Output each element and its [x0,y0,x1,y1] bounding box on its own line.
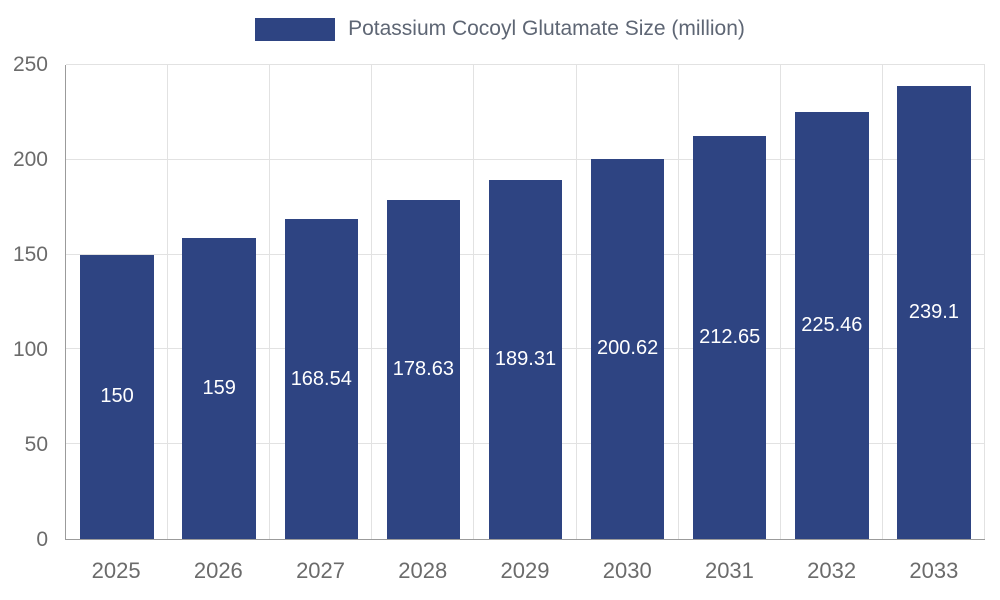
gridline-vertical [167,65,169,539]
bar-value-label: 168.54 [290,367,352,390]
bar-value-label: 225.46 [801,313,863,336]
x-tick-label: 2026 [193,558,243,583]
gridline-vertical [575,65,577,539]
y-tick-label: 250 [12,53,48,76]
bar-value-label: 239.1 [908,300,959,323]
gridline-vertical [269,65,271,539]
bar-value-label: 189.31 [494,348,557,371]
plot-area: 150 159 168.54 178.63 189.31 200.62 212.65 225.… [65,64,985,540]
bar: 189.31 [488,180,563,539]
bar-value-label: 159 [202,376,236,399]
x-tick-label: 2028 [398,558,448,583]
gridline-vertical [984,65,985,539]
x-tick-label: 2032 [807,558,857,583]
y-tick-label: 50 [24,433,48,456]
x-tick-label: 2030 [602,558,652,583]
bar: 239.1 [897,85,971,539]
gridline-vertical [677,65,679,539]
gridline-horizontal [66,64,985,65]
bar: 178.63 [386,200,461,539]
bar: 159 [182,237,256,539]
y-tick-label: 150 [12,243,48,266]
bar-value-label: 212.65 [699,325,761,348]
y-axis-labels: 0 50 100 150 200 250 [0,53,56,551]
y-tick-label: 0 [36,528,48,551]
bar-value-label: 178.63 [392,358,454,381]
gridline-vertical [779,65,781,539]
gridline-vertical [881,65,883,539]
y-tick-label: 100 [12,338,48,361]
bar: 225.46 [795,111,869,539]
bar: 150 [80,254,154,539]
bar: 168.54 [284,219,359,539]
gridline-vertical [371,65,373,539]
bar-value-label: 150 [100,385,134,408]
x-tick-label: 2029 [500,558,550,583]
bar: 200.62 [590,158,665,539]
x-tick-label: 2027 [296,558,346,583]
legend: Potassium Cocoyl Glutamate Size (million… [0,17,1000,41]
bar-value-label: 200.62 [597,337,659,360]
gridline-horizontal [66,158,985,160]
gridline-vertical [473,65,475,539]
y-tick-label: 200 [12,148,48,171]
x-tick-label: 2031 [704,558,754,583]
x-tick-label: 2025 [91,558,141,583]
legend-label: Potassium Cocoyl Glutamate Size (million… [348,17,745,40]
x-axis-labels: 2025 2026 2027 2028 2029 2030 2031 2032 2033 [65,558,985,588]
legend-swatch [255,17,336,41]
bar: 212.65 [692,135,767,539]
x-tick-label: 2033 [909,558,959,583]
